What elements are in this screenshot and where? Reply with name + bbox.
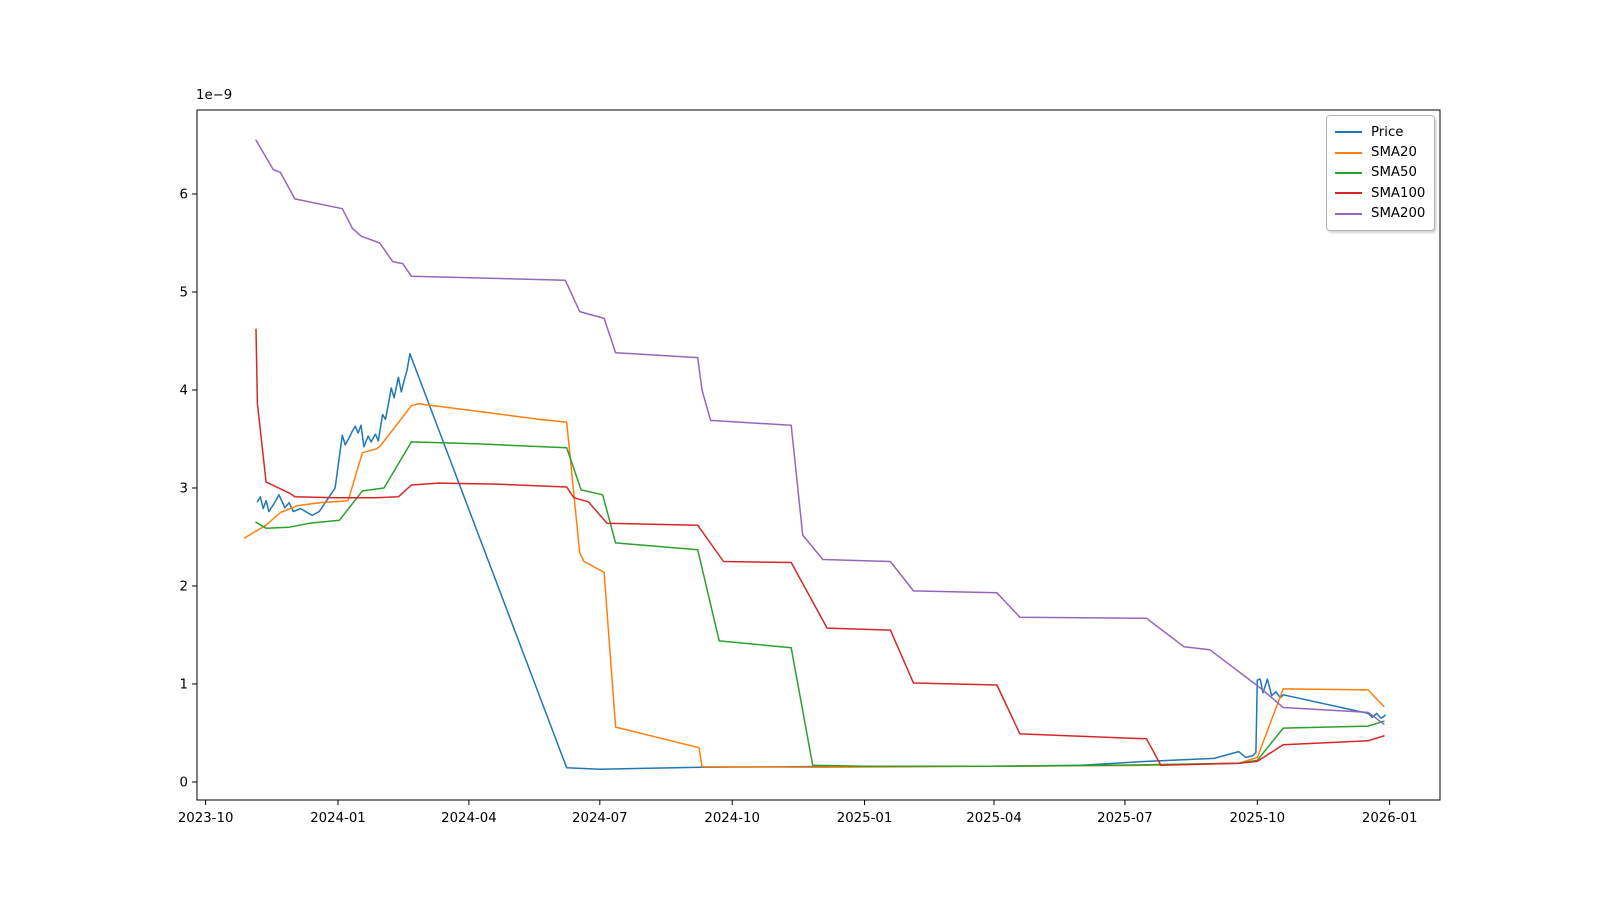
axes-frame [196,109,1441,801]
legend-label-sma100: SMA100 [1371,185,1426,201]
legend: Price SMA20 SMA50 SMA100 SMA200 [1326,115,1436,231]
legend-label-sma20: SMA20 [1371,145,1417,161]
y-tick-label: 1 [180,677,188,692]
y-tick-label: 2 [180,579,188,594]
legend-line-swatch-sma200 [1335,212,1362,215]
x-tick-label: 2025-01 [837,811,893,826]
legend-item-sma50: SMA50 [1335,163,1425,183]
legend-item-sma20: SMA20 [1335,142,1425,162]
legend-label-price: Price [1371,124,1404,140]
y-axis-offset-label: 1e−9 [196,88,233,103]
x-tick-label: 2024-10 [704,811,760,826]
series-line-sma20 [243,402,1385,769]
legend-label-sma200: SMA200 [1371,206,1426,222]
y-tick-label: 0 [180,775,188,790]
legend-line-swatch-sma50 [1335,171,1362,174]
x-tick-label: 2024-07 [572,811,628,826]
legend-item-sma100: SMA100 [1335,183,1425,203]
y-tick-label: 6 [180,187,188,202]
x-tick-label: 2025-04 [966,811,1022,826]
x-tick-label: 2023-10 [178,811,234,826]
legend-label-sma50: SMA50 [1371,165,1417,181]
x-tick-label: 2024-01 [310,811,366,826]
legend-line-swatch-sma100 [1335,192,1362,195]
series-line-sma50 [255,441,1385,768]
series-line-sma100 [255,328,1385,767]
x-tick-label: 2026-01 [1362,811,1418,826]
y-tick-label: 5 [180,285,188,300]
legend-line-swatch-sma20 [1335,151,1362,154]
legend-item-sma200: SMA200 [1335,204,1425,224]
series-line-price [256,352,1387,770]
x-tick-label: 2025-07 [1097,811,1153,826]
series-line-sma200 [255,139,1385,725]
legend-item-price: Price [1335,122,1425,142]
y-tick-label: 3 [180,481,188,496]
x-tick-label: 2024-04 [441,811,497,826]
x-tick-label: 2025-10 [1230,811,1286,826]
y-tick-label: 4 [180,383,188,398]
legend-line-swatch-price [1335,131,1362,134]
